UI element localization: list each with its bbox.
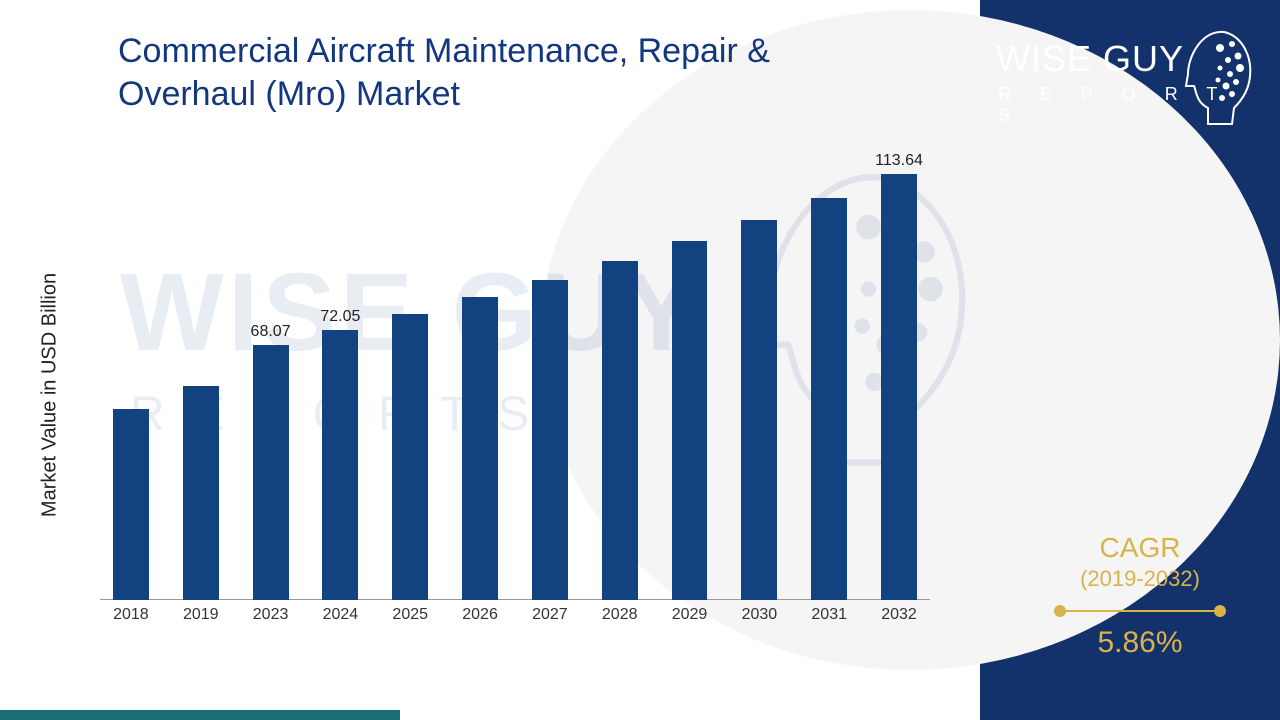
x-tick-label: 2029 [665, 600, 715, 640]
footer-rule [0, 710, 400, 720]
x-tick-label: 2031 [804, 600, 854, 640]
bar-slot: 113.64 [874, 150, 924, 600]
bar-slot [525, 150, 575, 600]
cagr-title: CAGR [1030, 532, 1250, 564]
bar-slot [734, 150, 784, 600]
logo-main-text: WISE GUY [996, 38, 1184, 80]
right-panel: WISE GUY R E P O R T S CAGR (2019-2032) … [980, 0, 1280, 720]
bar-slot [385, 150, 435, 600]
bar-slot [106, 150, 156, 600]
page-root: WISE GUY R E P O R T S CAGR (2019-2032) … [0, 0, 1280, 720]
bar [672, 241, 708, 600]
bar-slot [595, 150, 645, 600]
x-tick-label: 2028 [595, 600, 645, 640]
bar [253, 345, 289, 600]
x-tick-label: 2023 [246, 600, 296, 640]
logo-head-icon [1172, 28, 1256, 128]
cagr-block: CAGR (2019-2032) 5.86% [1030, 532, 1250, 660]
bar-slot [665, 150, 715, 600]
bars-container: 68.07 72.05 113.64 [100, 150, 930, 600]
bar [462, 297, 498, 600]
bar [602, 261, 638, 600]
bar [881, 174, 917, 600]
bar [741, 220, 777, 600]
bar [811, 198, 847, 600]
x-tick-label: 2027 [525, 600, 575, 640]
bar-value-label: 113.64 [874, 152, 924, 170]
y-axis-label: Market Value in USD Billion [39, 273, 62, 517]
x-tick-label: 2019 [176, 600, 226, 640]
bar-slot [804, 150, 854, 600]
x-axis-labels: 2018 2019 2023 2024 2025 2026 2027 2028 2029 2030… [100, 600, 930, 640]
cagr-value: 5.86% [1030, 626, 1250, 660]
plot-area: 68.07 72.05 113.64 [100, 150, 930, 600]
cagr-range: (2019-2032) [1030, 566, 1250, 592]
x-tick-label: 2026 [455, 600, 505, 640]
x-tick-label: 2018 [106, 600, 156, 640]
x-tick-label: 2025 [385, 600, 435, 640]
chart-title: Commercial Aircraft Maintenance, Repair … [118, 30, 778, 115]
bar-slot: 68.07 [246, 150, 296, 600]
x-tick-label: 2032 [874, 600, 924, 640]
x-tick-label: 2024 [315, 600, 365, 640]
bar [113, 409, 149, 600]
bar-slot: 72.05 [315, 150, 365, 600]
bar-slot [176, 150, 226, 600]
bar-value-label: 68.07 [246, 323, 296, 341]
bar [392, 314, 428, 600]
bar-chart: Market Value in USD Billion 68.0772.0511… [60, 150, 930, 640]
bar [532, 280, 568, 601]
bar [322, 330, 358, 600]
bar-slot [455, 150, 505, 600]
brand-logo: WISE GUY R E P O R T S [996, 28, 1256, 148]
bar [183, 386, 219, 600]
bar-value-label: 72.05 [315, 308, 365, 326]
cagr-divider [1060, 610, 1220, 612]
x-tick-label: 2030 [734, 600, 784, 640]
